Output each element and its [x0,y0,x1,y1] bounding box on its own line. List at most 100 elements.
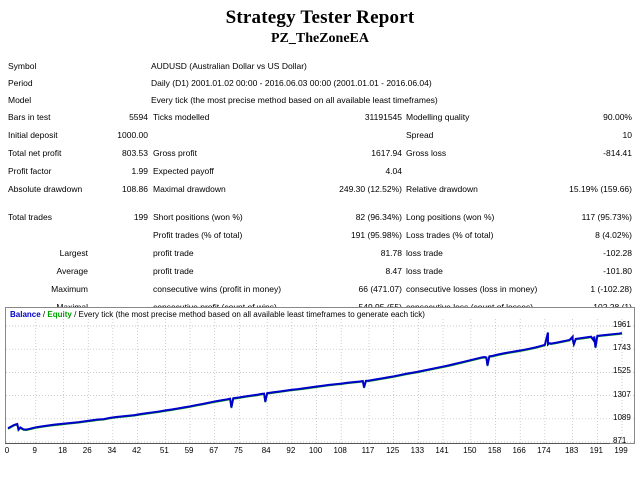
x-axis-tick: 150 [463,446,477,455]
chart-gridlines [6,319,634,443]
y-axis-tick: 1089 [613,412,631,422]
stat-value-2: 1617.94 [371,148,402,158]
stat-label-1: Largest [59,248,88,258]
stat-label-3: loss trade [406,248,443,258]
statistics-table: Bars in test 5594 Ticks modelled 31191545 Mo… [0,108,640,334]
y-axis-labels: 1961 1743 1525 1307 1089 871 [611,307,640,447]
table-row: Average profit trade 8.47 loss trade -101.80 [0,262,640,280]
legend-separator-1: / [42,310,46,319]
stat-label-3: Gross loss [406,148,447,158]
x-axis-tick: 108 [333,446,347,455]
table-row: Total trades 199 Short positions (won %) 82… [0,208,640,226]
table-row: Profit trades (% of total) 191 (95.98%) Lo… [0,226,640,244]
info-row: Model Every tick (the most precise method… [0,91,640,108]
y-axis-tick: 1525 [613,366,631,376]
x-axis-tick: 42 [132,446,142,455]
stat-label-2: Maximal drawdown [153,184,226,194]
stat-label-2: Short positions (won %) [153,212,243,222]
stat-value-2: 249.30 (12.52%) [339,184,402,194]
stat-label-1: Initial deposit [8,130,58,140]
stat-label-2: Ticks modelled [153,112,210,122]
x-axis-labels: 0 9 18 26 34 42 51 59 67 75 84 92 100 108 117 125 133 141… [0,446,640,462]
stat-label-2: Profit trades (% of total) [153,230,243,240]
info-value: AUDUSD (Australian Dollar vs US Dollar) [151,60,307,71]
y-axis-tick: 1743 [613,343,631,353]
stat-label-3: consecutive losses (loss in money) [406,284,538,294]
stat-label-3: Relative drawdown [406,184,478,194]
x-axis-tick: 75 [233,446,243,455]
x-axis-tick: 92 [286,446,296,455]
stat-value-2 [313,126,406,144]
info-label: Model [8,94,32,105]
x-axis-tick: 166 [512,446,526,455]
stat-label-1: Profit factor [8,166,52,176]
chart-plot-area [6,319,634,443]
stat-label-3 [406,162,556,180]
stat-value-3 [556,162,640,180]
stat-value-1 [92,280,153,298]
x-axis-tick: 26 [82,446,92,455]
legend-equity-label: Equity [47,310,72,319]
x-axis-tick: 9 [32,446,37,455]
info-row: Period Daily (D1) 2001.01.02 00:00 - 2016… [0,74,640,91]
x-axis-tick: 199 [614,446,628,455]
stat-value-2: 82 (96.34%) [355,212,402,222]
stat-value-1 [92,226,153,244]
stat-value-3: 117 (95.73%) [581,212,632,222]
stat-value-1: 199 [133,212,148,222]
stat-value-3: 10 [622,130,632,140]
x-axis-tick: 158 [487,446,502,455]
x-axis-tick: 133 [410,446,425,455]
stat-value-2: 81.78 [380,248,402,258]
x-axis-tick: 183 [564,446,579,455]
table-row: Bars in test 5594 Ticks modelled 31191545 Mo… [0,108,640,126]
stat-label-3: Loss trades (% of total) [406,230,494,240]
x-axis-tick: 34 [107,446,117,455]
stat-label-2: profit trade [153,248,194,258]
chart-legend: Balance / Equity / Every tick (the most … [10,309,425,320]
stat-label-2: consecutive wins (profit in money) [153,284,282,294]
stat-value-1: 108.86 [122,184,148,194]
row-spacer [0,198,640,208]
stat-value-1: 1000.00 [117,130,148,140]
balance-equity-chart: Balance / Equity / Every tick (the most … [5,307,635,444]
info-value: Daily (D1) 2001.01.02 00:00 - 2016.06.03… [151,77,432,88]
x-axis-tick: 117 [361,446,375,455]
stat-value-3: 8 (4.02%) [595,230,632,240]
y-axis-tick: 1961 [613,320,631,329]
info-value: Every tick (the most precise method base… [151,94,438,105]
stat-value-3: 15.19% (159.66) [569,184,632,194]
info-label: Period [8,77,33,88]
x-axis-tick: 0 [4,446,10,455]
stat-value-1 [92,262,153,280]
header-info-table: Symbol AUDUSD (Australian Dollar vs US Do… [0,57,640,108]
stat-value-2: 31191545 [364,112,402,122]
x-axis-tick: 191 [589,446,603,455]
stat-label-1: Bars in test [8,112,51,122]
x-axis-tick: 125 [385,446,400,455]
page-subtitle: PZ_TheZoneEA [270,31,369,46]
stat-value-2: 66 (471.07) [358,284,402,294]
x-axis-tick: 18 [58,446,67,455]
stat-label-3: Long positions (won %) [406,212,495,222]
x-axis-tick: 67 [209,446,219,455]
legend-model-description: Every tick (the most precise method base… [78,310,425,319]
stat-value-1 [92,244,153,262]
stat-value-2: 8.47 [385,266,402,276]
stat-label-1: Total net profit [8,148,62,158]
stat-value-2: 4.04 [385,166,402,176]
stat-label-1 [0,226,92,244]
stat-value-3: 90.00% [603,112,632,122]
stat-label-1: Total trades [8,212,52,222]
legend-separator-2: / [74,310,77,319]
x-axis-tick: 141 [435,446,449,455]
stat-value-3: -101.80 [603,266,632,276]
y-axis-tick: 871 [613,436,627,445]
stat-value-1: 1.99 [131,166,148,176]
stat-label-2: profit trade [153,266,194,276]
stat-label-1: Average [56,266,88,276]
table-row: Absolute drawdown 108.86 Maximal drawdown 2… [0,180,640,198]
table-row: Largest profit trade 81.78 loss trade -102.2… [0,244,640,262]
y-axis-tick: 1307 [613,389,631,399]
